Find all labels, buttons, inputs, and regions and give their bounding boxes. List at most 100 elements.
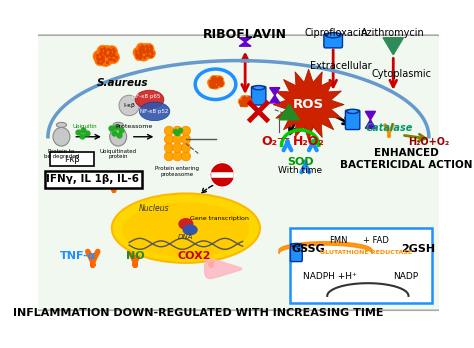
Circle shape [164, 152, 173, 161]
Text: GSSG: GSSG [292, 244, 326, 254]
Circle shape [240, 95, 247, 102]
Circle shape [216, 79, 225, 87]
Text: Ciprofloxacin: Ciprofloxacin [304, 27, 367, 38]
Text: Protein to
be degraded: Protein to be degraded [44, 149, 79, 159]
Text: NADPH +H⁺: NADPH +H⁺ [303, 272, 356, 281]
Text: Ubiquitinated
protein: Ubiquitinated protein [100, 149, 137, 159]
FancyBboxPatch shape [324, 33, 343, 48]
Ellipse shape [291, 243, 301, 247]
Circle shape [210, 76, 218, 83]
Circle shape [133, 47, 143, 57]
Polygon shape [270, 88, 280, 103]
Circle shape [216, 76, 223, 83]
Ellipse shape [113, 122, 123, 127]
FancyBboxPatch shape [50, 152, 94, 166]
Circle shape [238, 98, 245, 105]
Circle shape [209, 82, 216, 89]
Circle shape [100, 46, 114, 58]
Text: Nucleus: Nucleus [139, 204, 170, 213]
Text: S.aureus: S.aureus [97, 78, 148, 87]
Text: Protein entering
proteasome: Protein entering proteasome [155, 166, 200, 177]
Circle shape [181, 126, 191, 135]
Text: Azithromycin: Azithromycin [361, 27, 425, 38]
Circle shape [144, 44, 154, 53]
Circle shape [107, 51, 119, 64]
Text: I-κβ: I-κβ [123, 103, 135, 108]
Circle shape [208, 79, 215, 87]
Circle shape [139, 43, 150, 54]
Polygon shape [204, 259, 242, 278]
Text: ENHANCED
BACTERICIDAL ACTION: ENHANCED BACTERICIDAL ACTION [340, 148, 472, 169]
FancyBboxPatch shape [45, 171, 142, 188]
FancyBboxPatch shape [346, 110, 360, 129]
Circle shape [137, 43, 146, 53]
Polygon shape [365, 111, 375, 128]
Text: 2GSH: 2GSH [401, 244, 436, 254]
Circle shape [181, 143, 191, 152]
Ellipse shape [135, 90, 164, 109]
Text: IFNγ, IL 1β, IL-6: IFNγ, IL 1β, IL-6 [46, 174, 139, 184]
Circle shape [173, 126, 182, 135]
Text: GLUTATHIONE REDUCTASE: GLUTATHIONE REDUCTASE [320, 251, 412, 255]
Circle shape [181, 135, 191, 144]
Circle shape [164, 143, 173, 152]
Circle shape [98, 51, 113, 66]
Text: Extracellular: Extracellular [310, 61, 372, 71]
Text: DNA: DNA [178, 234, 193, 240]
Text: NF-κB p52: NF-κB p52 [140, 109, 169, 114]
Text: O₂⁻⁻: O₂⁻⁻ [262, 135, 291, 148]
Ellipse shape [139, 102, 170, 121]
Text: INFLAMMATION DOWN-REGULATED WITH INCREASING TIME: INFLAMMATION DOWN-REGULATED WITH INCREAS… [13, 308, 384, 318]
Text: H₂O+O₂: H₂O+O₂ [408, 137, 449, 147]
Polygon shape [239, 38, 251, 46]
Polygon shape [273, 69, 344, 140]
Circle shape [212, 76, 221, 84]
Circle shape [210, 162, 235, 188]
Circle shape [93, 50, 105, 62]
FancyBboxPatch shape [35, 35, 441, 310]
Circle shape [145, 48, 155, 59]
Circle shape [95, 55, 106, 66]
Text: Catalase: Catalase [365, 123, 413, 133]
Circle shape [241, 99, 249, 107]
FancyBboxPatch shape [291, 244, 302, 262]
Circle shape [246, 96, 252, 102]
Text: I-κβ: I-κβ [64, 155, 80, 164]
Text: Ubiquitin: Ubiquitin [72, 124, 97, 129]
Ellipse shape [326, 33, 341, 38]
Circle shape [164, 135, 173, 144]
Circle shape [137, 48, 150, 61]
Text: SOD: SOD [287, 157, 313, 167]
Text: ROS: ROS [293, 98, 324, 111]
Ellipse shape [122, 202, 249, 258]
Circle shape [173, 135, 182, 144]
Circle shape [135, 52, 144, 61]
Text: Gene transcription: Gene transcription [190, 216, 249, 221]
Ellipse shape [56, 122, 66, 127]
Text: NO: NO [126, 252, 145, 261]
Circle shape [106, 46, 118, 57]
Text: FMN: FMN [329, 236, 347, 245]
FancyBboxPatch shape [290, 228, 432, 303]
Ellipse shape [182, 224, 198, 235]
Polygon shape [279, 105, 299, 120]
Ellipse shape [112, 193, 260, 263]
Text: TNF-α: TNF-α [60, 252, 97, 261]
Circle shape [164, 126, 173, 135]
Text: Proteasome: Proteasome [116, 124, 153, 129]
Circle shape [97, 45, 109, 57]
Polygon shape [279, 242, 372, 254]
Text: Cytoplasmic: Cytoplasmic [372, 69, 432, 79]
Text: H₂O₂: H₂O₂ [293, 135, 325, 148]
Circle shape [119, 95, 139, 116]
Text: NADP: NADP [393, 272, 419, 281]
Circle shape [181, 152, 191, 161]
Circle shape [210, 79, 220, 89]
Circle shape [246, 98, 253, 105]
Text: + FAD: + FAD [364, 236, 389, 245]
Circle shape [173, 152, 182, 161]
Circle shape [239, 101, 245, 107]
Ellipse shape [253, 86, 264, 90]
Circle shape [173, 143, 182, 152]
FancyBboxPatch shape [252, 86, 266, 105]
